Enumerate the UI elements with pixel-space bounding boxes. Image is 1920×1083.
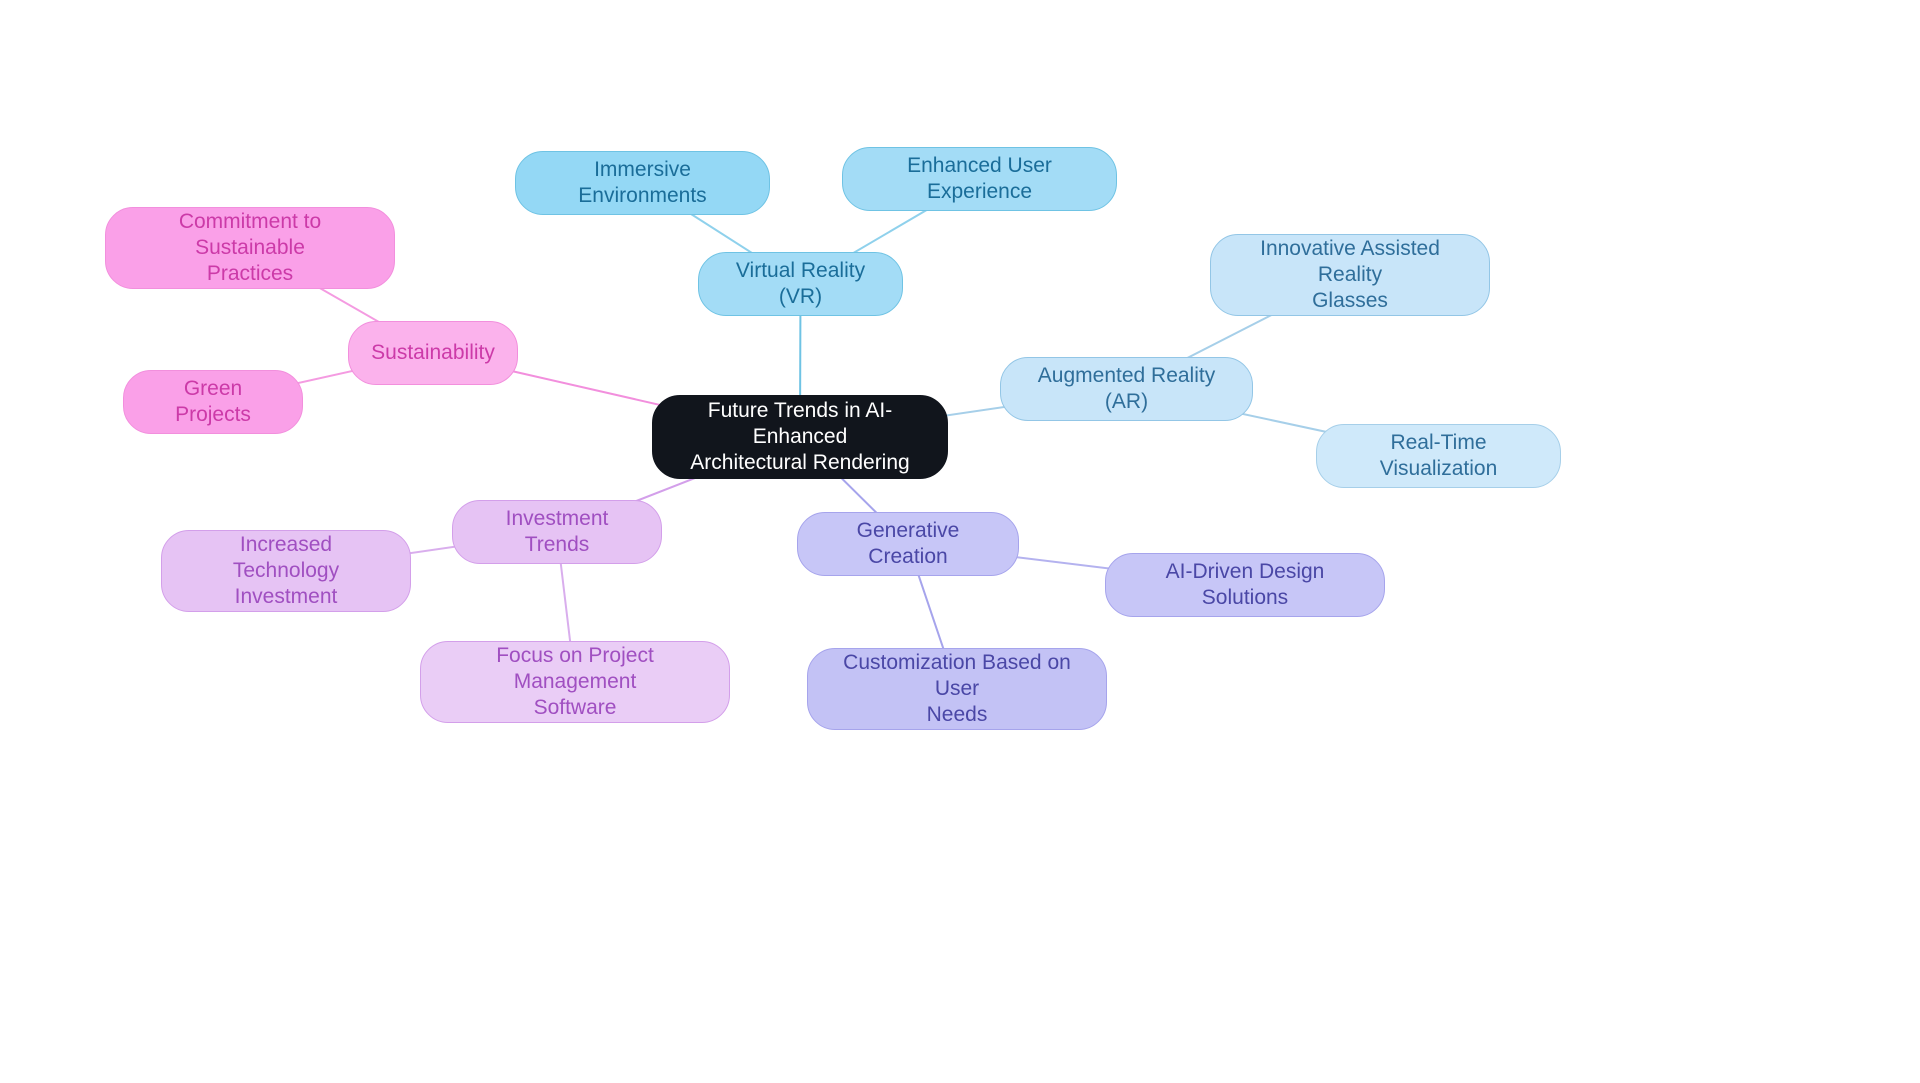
node-inv_tech: Increased Technology Investment bbox=[161, 530, 411, 612]
node-ar_rt: Real-Time Visualization bbox=[1316, 424, 1561, 488]
node-ar_glasses: Innovative Assisted Reality Glasses bbox=[1210, 234, 1490, 316]
node-inv_pm: Focus on Project Management Software bbox=[420, 641, 730, 723]
node-inv: Investment Trends bbox=[452, 500, 662, 564]
node-vr_eux: Enhanced User Experience bbox=[842, 147, 1117, 211]
node-ar: Augmented Reality (AR) bbox=[1000, 357, 1253, 421]
node-gen_cust: Customization Based on User Needs bbox=[807, 648, 1107, 730]
node-vr: Virtual Reality (VR) bbox=[698, 252, 903, 316]
node-root: Future Trends in AI-Enhanced Architectur… bbox=[652, 395, 948, 479]
node-sus_commit: Commitment to Sustainable Practices bbox=[105, 207, 395, 289]
node-sus: Sustainability bbox=[348, 321, 518, 385]
node-gen: Generative Creation bbox=[797, 512, 1019, 576]
node-vr_imm: Immersive Environments bbox=[515, 151, 770, 215]
node-gen_ai: AI-Driven Design Solutions bbox=[1105, 553, 1385, 617]
node-sus_green: Green Projects bbox=[123, 370, 303, 434]
